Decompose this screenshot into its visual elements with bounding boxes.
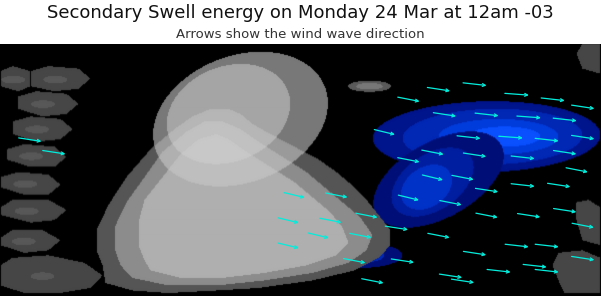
Text: Arrows show the wind wave direction: Arrows show the wind wave direction bbox=[176, 28, 425, 41]
Text: Secondary Swell energy on Monday 24 Mar at 12am -03: Secondary Swell energy on Monday 24 Mar … bbox=[47, 4, 554, 22]
